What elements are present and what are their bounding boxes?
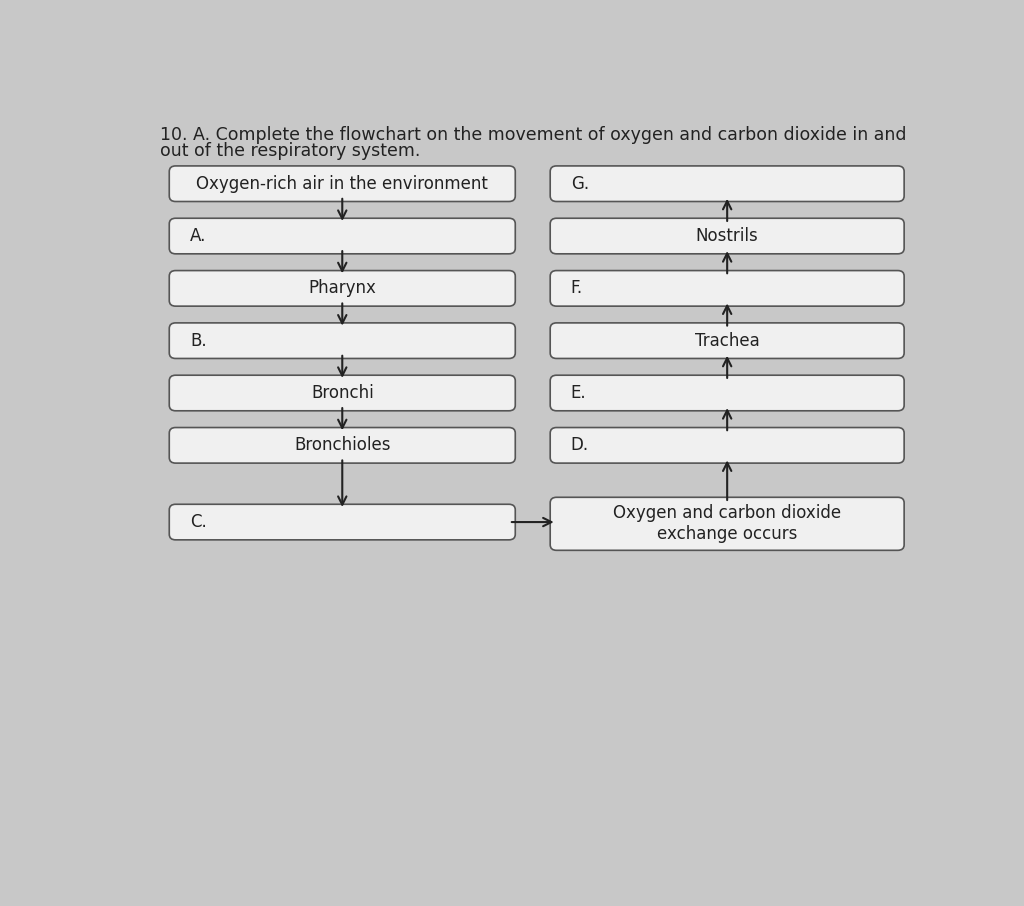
Text: Oxygen and carbon dioxide
exchange occurs: Oxygen and carbon dioxide exchange occur… bbox=[613, 505, 842, 544]
FancyBboxPatch shape bbox=[169, 323, 515, 359]
FancyBboxPatch shape bbox=[550, 323, 904, 359]
Text: B.: B. bbox=[189, 332, 207, 350]
Text: 10. A. Complete the flowchart on the movement of oxygen and carbon dioxide in an: 10. A. Complete the flowchart on the mov… bbox=[160, 126, 906, 144]
FancyBboxPatch shape bbox=[169, 428, 515, 463]
Text: Trachea: Trachea bbox=[695, 332, 760, 350]
FancyBboxPatch shape bbox=[169, 505, 515, 540]
Text: Nostrils: Nostrils bbox=[695, 227, 759, 245]
FancyBboxPatch shape bbox=[550, 375, 904, 410]
FancyBboxPatch shape bbox=[550, 428, 904, 463]
FancyBboxPatch shape bbox=[550, 166, 904, 201]
FancyBboxPatch shape bbox=[550, 497, 904, 550]
Text: C.: C. bbox=[189, 513, 207, 531]
Text: G.: G. bbox=[570, 175, 589, 193]
Text: Pharynx: Pharynx bbox=[308, 279, 376, 297]
FancyBboxPatch shape bbox=[550, 218, 904, 254]
FancyBboxPatch shape bbox=[550, 271, 904, 306]
FancyBboxPatch shape bbox=[169, 375, 515, 410]
Text: Bronchi: Bronchi bbox=[311, 384, 374, 402]
Text: Bronchioles: Bronchioles bbox=[294, 437, 390, 454]
Text: F.: F. bbox=[570, 279, 583, 297]
Text: A.: A. bbox=[189, 227, 206, 245]
FancyBboxPatch shape bbox=[169, 271, 515, 306]
FancyBboxPatch shape bbox=[169, 218, 515, 254]
Text: Oxygen-rich air in the environment: Oxygen-rich air in the environment bbox=[197, 175, 488, 193]
Text: E.: E. bbox=[570, 384, 587, 402]
Text: D.: D. bbox=[570, 437, 589, 454]
Text: out of the respiratory system.: out of the respiratory system. bbox=[160, 142, 420, 160]
FancyBboxPatch shape bbox=[169, 166, 515, 201]
